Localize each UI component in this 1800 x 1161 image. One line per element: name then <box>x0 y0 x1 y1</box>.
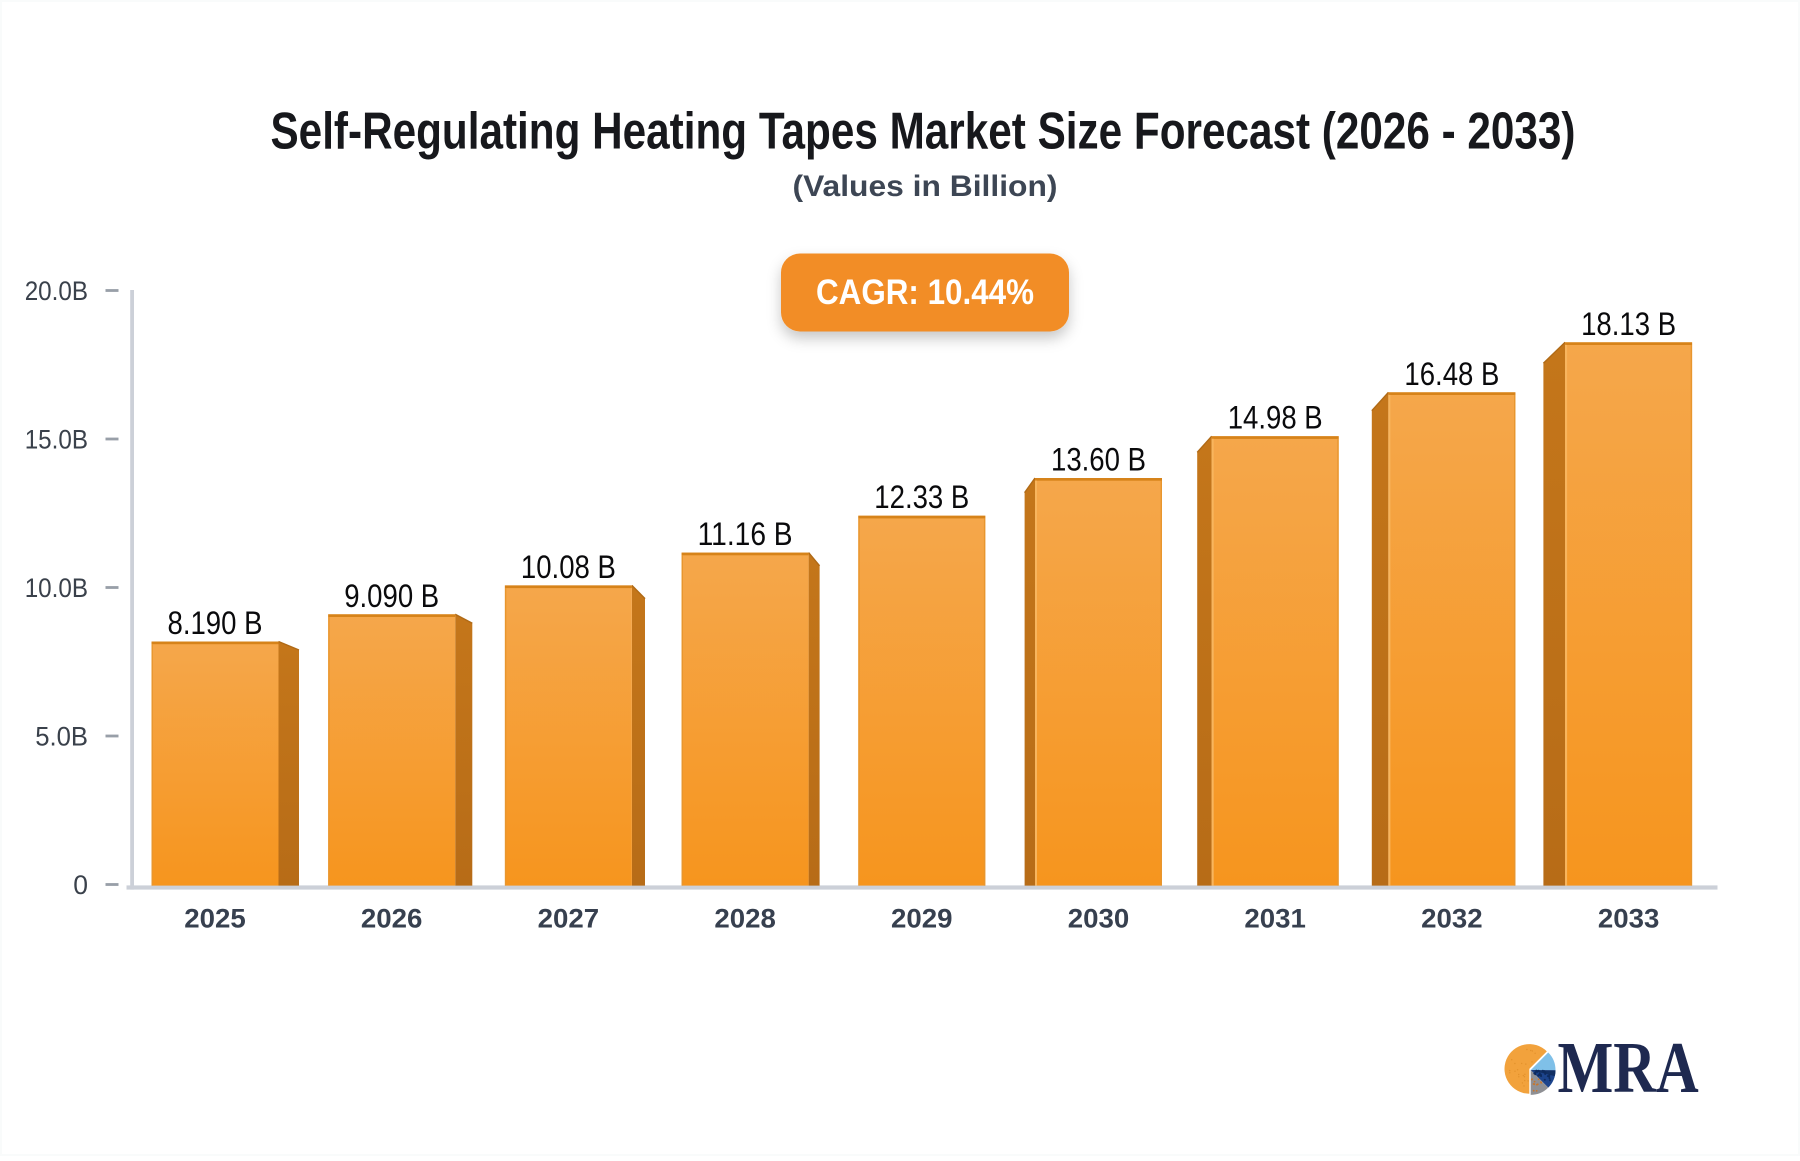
svg-text:13.60 B: 13.60 B <box>1051 442 1146 478</box>
svg-text:20.0B: 20.0B <box>25 276 88 306</box>
svg-text:12.33 B: 12.33 B <box>874 479 969 515</box>
svg-text:2033: 2033 <box>1598 904 1660 934</box>
svg-text:0: 0 <box>73 870 88 900</box>
svg-text:Self-Regulating Heating Tapes: Self-Regulating Heating Tapes Market Siz… <box>271 103 1576 161</box>
svg-text:15.0B: 15.0B <box>25 424 88 454</box>
svg-text:2027: 2027 <box>538 904 600 934</box>
svg-text:16.48 B: 16.48 B <box>1404 356 1499 392</box>
svg-text:10.08 B: 10.08 B <box>521 549 616 585</box>
svg-text:2025: 2025 <box>184 904 246 934</box>
svg-text:(Values in Billion): (Values in Billion) <box>793 170 1058 203</box>
svg-text:10.0B: 10.0B <box>25 573 88 603</box>
svg-text:11.16 B: 11.16 B <box>698 516 793 552</box>
svg-text:2029: 2029 <box>891 904 953 934</box>
svg-text:MRA: MRA <box>1558 1028 1699 1108</box>
svg-text:2028: 2028 <box>714 904 776 934</box>
svg-text:CAGR: 10.44%: CAGR: 10.44% <box>816 273 1034 312</box>
svg-text:2031: 2031 <box>1244 904 1306 934</box>
svg-text:2032: 2032 <box>1421 904 1483 934</box>
svg-text:14.98 B: 14.98 B <box>1228 400 1323 436</box>
svg-text:8.190 B: 8.190 B <box>168 605 263 641</box>
svg-text:2026: 2026 <box>361 904 423 934</box>
svg-text:5.0B: 5.0B <box>35 721 88 751</box>
svg-text:2030: 2030 <box>1068 904 1130 934</box>
svg-text:18.13 B: 18.13 B <box>1581 306 1676 342</box>
svg-text:9.090 B: 9.090 B <box>344 578 439 614</box>
